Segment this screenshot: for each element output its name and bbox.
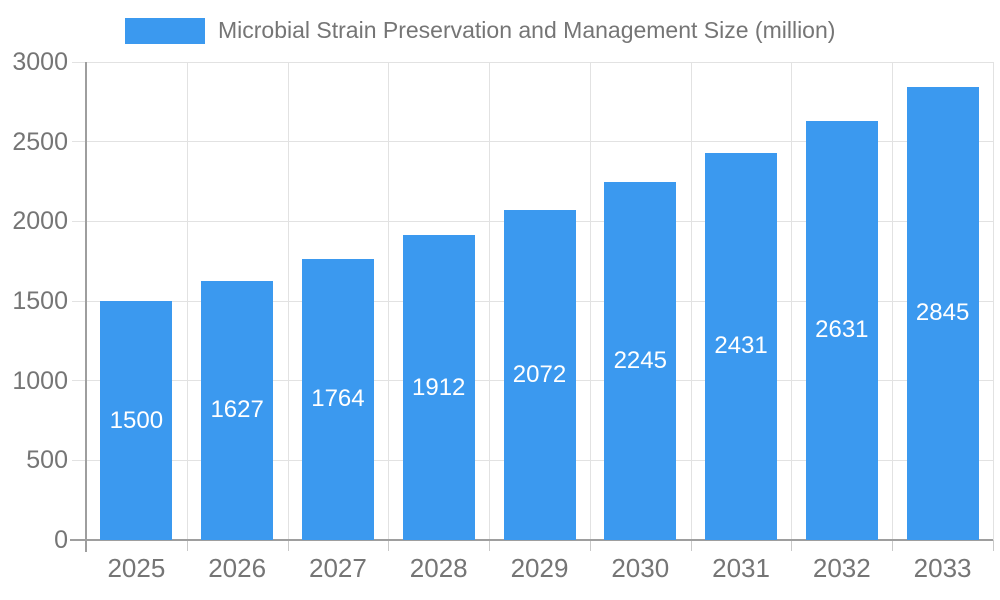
gridline-vertical	[388, 62, 390, 540]
gridline-vertical	[589, 62, 591, 540]
bar-2025[interactable]: 1500	[100, 301, 173, 540]
legend-item[interactable]: Microbial Strain Preservation and Manage…	[125, 17, 835, 44]
x-axis-line	[70, 539, 993, 541]
y-axis-tick-label: 1500	[12, 287, 68, 315]
bar-value-label: 1500	[109, 406, 164, 434]
x-axis-tick	[489, 540, 491, 551]
y-axis-tick-label: 0	[54, 526, 68, 554]
x-axis-tick-label: 2027	[309, 553, 367, 583]
x-axis-tick-label: 2031	[712, 553, 770, 583]
bar-value-label: 2245	[613, 347, 667, 375]
bar-2032[interactable]: 2631	[805, 120, 878, 540]
legend-swatch	[125, 17, 205, 44]
x-axis-tick	[892, 540, 894, 551]
gridline-vertical	[791, 62, 793, 540]
gridline-vertical	[186, 62, 188, 540]
x-axis-tick	[186, 540, 188, 551]
y-axis-tick-label: 2000	[12, 207, 68, 236]
x-axis-tick	[287, 540, 289, 551]
x-axis-tick	[388, 540, 390, 551]
gridline-horizontal	[72, 61, 993, 63]
y-axis-line	[85, 62, 87, 552]
bar-value-label: 2072	[512, 360, 567, 388]
y-axis-tick-label: 1000	[12, 366, 68, 395]
bar-value-label: 2631	[815, 316, 869, 344]
bar-2030[interactable]: 2245	[604, 182, 677, 540]
y-axis-tick-label: 2500	[12, 127, 68, 156]
bar-value-label: 2431	[714, 332, 768, 360]
gridline-vertical	[993, 62, 994, 540]
y-axis-tick-label: 500	[26, 446, 68, 475]
x-axis-tick	[993, 540, 994, 551]
gridline-vertical	[892, 62, 894, 540]
bar-2029[interactable]: 2072	[503, 209, 576, 540]
bar-2028[interactable]: 1912	[402, 235, 475, 540]
x-axis-tick	[589, 540, 591, 551]
bar-value-label: 1912	[412, 373, 466, 401]
x-axis-tick-label: 2033	[913, 553, 972, 583]
gridline-vertical	[489, 62, 491, 540]
gridline-vertical	[287, 62, 289, 540]
legend-label: Microbial Strain Preservation and Manage…	[218, 17, 836, 43]
bar-value-label: 1764	[311, 385, 365, 413]
y-axis-tick-label: 3000	[12, 48, 68, 76]
bar-value-label: 2845	[915, 299, 970, 327]
bar-2027[interactable]: 1764	[301, 258, 374, 540]
bar-2031[interactable]: 2431	[705, 152, 778, 540]
x-axis-tick-label: 2029	[510, 553, 569, 583]
x-axis-tick-label: 2032	[812, 553, 871, 583]
x-axis-tick	[690, 540, 692, 551]
x-axis-tick-label: 2026	[208, 553, 267, 583]
x-axis-tick-label: 2025	[107, 553, 166, 583]
gridline-vertical	[690, 62, 692, 540]
bar-2033[interactable]: 2845	[906, 86, 979, 540]
bar-value-label: 1627	[210, 396, 264, 424]
bar-2026[interactable]: 1627	[201, 280, 274, 540]
x-axis-tick	[791, 540, 793, 551]
x-axis-tick-label: 2030	[611, 553, 670, 583]
gridline-horizontal	[72, 141, 993, 143]
x-axis-tick-label: 2028	[409, 553, 468, 583]
